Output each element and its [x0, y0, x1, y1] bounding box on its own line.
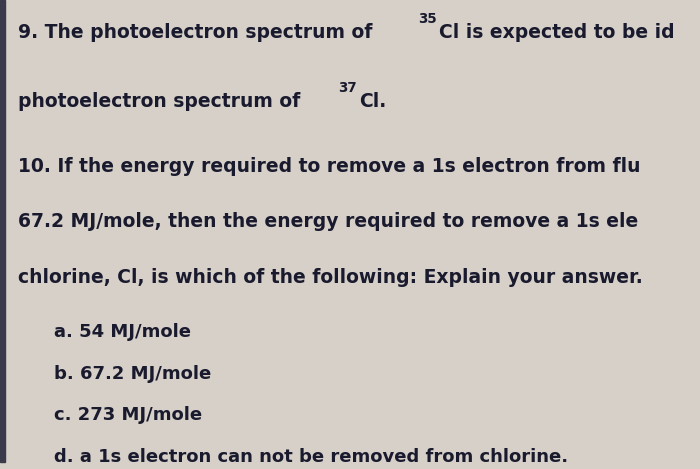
Text: 67.2 MJ/mole, then the energy required to remove a 1s ele: 67.2 MJ/mole, then the energy required t…: [18, 212, 638, 231]
Text: 37: 37: [338, 81, 357, 95]
Bar: [0, 0, 5, 462]
Text: Cl is expected to be id: Cl is expected to be id: [439, 23, 675, 42]
Text: d. a 1s electron can not be removed from chlorine.: d. a 1s electron can not be removed from…: [54, 448, 568, 466]
Text: b. 67.2 MJ/mole: b. 67.2 MJ/mole: [54, 365, 211, 383]
Text: Cl.: Cl.: [359, 92, 386, 111]
Text: 9. The photoelectron spectrum of: 9. The photoelectron spectrum of: [18, 23, 379, 42]
Text: c. 273 MJ/mole: c. 273 MJ/mole: [54, 407, 202, 424]
Text: chlorine, Cl, is which of the following: Explain your answer.: chlorine, Cl, is which of the following:…: [18, 268, 643, 287]
Text: 35: 35: [418, 12, 437, 25]
Text: 10. If the energy required to remove a 1s electron from flu: 10. If the energy required to remove a 1…: [18, 157, 640, 176]
Text: photoelectron spectrum of: photoelectron spectrum of: [18, 92, 307, 111]
Text: a. 54 MJ/mole: a. 54 MJ/mole: [54, 323, 191, 341]
